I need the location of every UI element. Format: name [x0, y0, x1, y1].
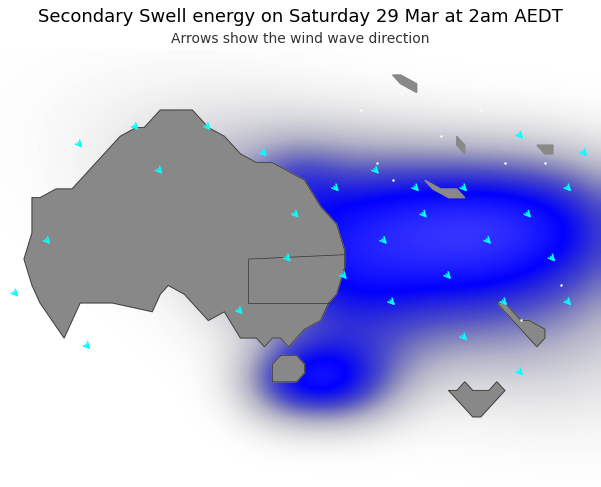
Polygon shape — [392, 75, 416, 93]
Polygon shape — [425, 180, 465, 198]
Polygon shape — [497, 303, 545, 347]
Text: Arrows show the wind wave direction: Arrows show the wind wave direction — [171, 32, 430, 46]
Polygon shape — [537, 145, 553, 154]
Polygon shape — [24, 110, 344, 347]
Polygon shape — [449, 382, 505, 417]
Polygon shape — [272, 356, 305, 382]
Polygon shape — [457, 136, 465, 154]
Text: Secondary Swell energy on Saturday 29 Mar at 2am AEDT: Secondary Swell energy on Saturday 29 Ma… — [38, 8, 563, 26]
